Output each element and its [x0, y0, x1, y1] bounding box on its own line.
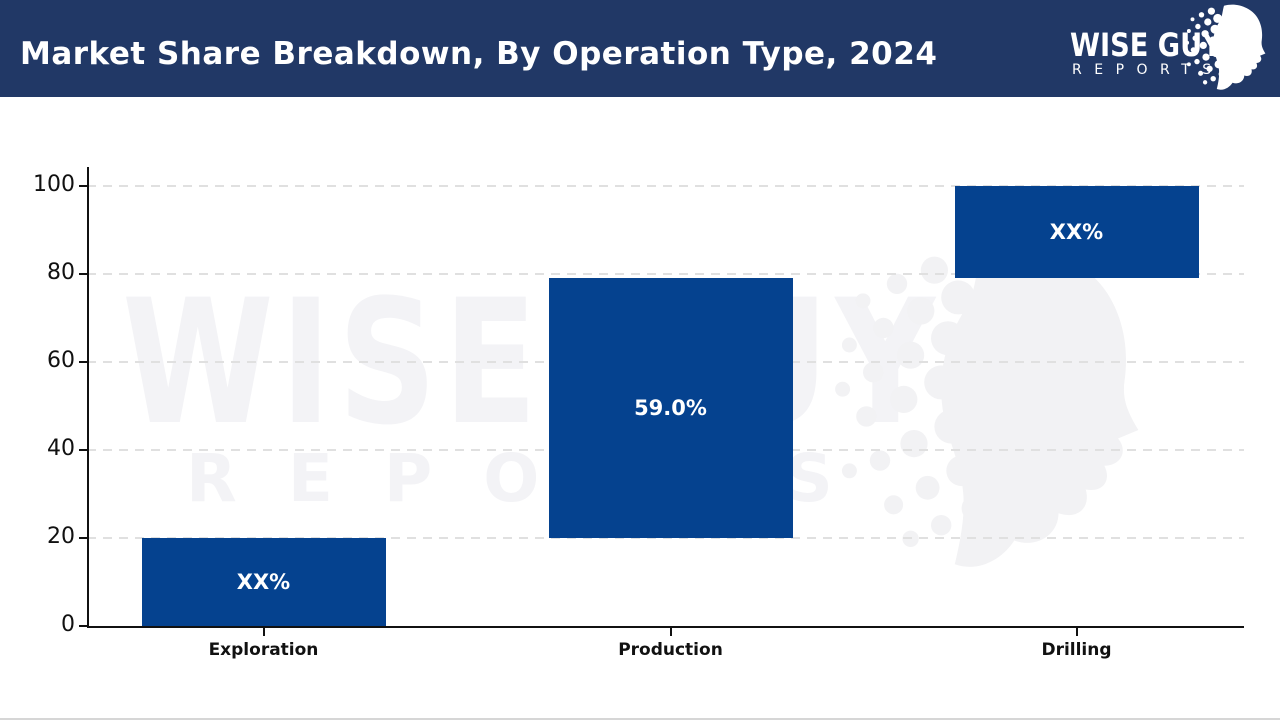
y-tick-mark-60 [79, 361, 87, 363]
x-axis-label-exploration: Exploration [208, 640, 319, 660]
page-title: Market Share Breakdown, By Operation Typ… [20, 36, 938, 72]
x-axis-label-drilling: Drilling [1041, 640, 1112, 660]
y-tick-mark-100 [79, 185, 87, 187]
header-bar: Market Share Breakdown, By Operation Typ… [0, 0, 1280, 97]
y-tick-mark-80 [79, 273, 87, 275]
bar-drilling: XX% [954, 186, 1199, 279]
x-axis-line [87, 626, 1244, 628]
y-tick-mark-0 [79, 625, 87, 627]
x-tick-mark-exploration [262, 628, 265, 636]
y-tick-label-20: 20 [47, 524, 75, 549]
logo-subtext: REPORTS [1072, 62, 1224, 78]
gridline-100 [87, 185, 1244, 187]
gridline-80 [87, 273, 1244, 275]
bottom-border [0, 718, 1280, 720]
y-tick-label-0: 0 [61, 612, 75, 637]
bar-production: 59.0% [548, 278, 793, 538]
x-tick-mark-drilling [1075, 628, 1078, 636]
gridline-20 [87, 537, 1244, 539]
y-tick-label-100: 100 [33, 172, 75, 197]
y-tick-label-60: 60 [47, 348, 75, 373]
logo-face-icon [1178, 4, 1270, 94]
y-tick-mark-20 [79, 537, 87, 539]
bar-exploration: XX% [141, 538, 386, 626]
x-axis-label-production: Production [618, 640, 723, 660]
y-tick-label-40: 40 [47, 436, 75, 461]
logo-wordmark: WISE GUY [1070, 26, 1222, 64]
y-tick-label-80: 80 [47, 260, 75, 285]
bar-value-label: XX% [1049, 220, 1104, 245]
bar-value-label: XX% [236, 570, 291, 594]
y-tick-mark-40 [79, 449, 87, 451]
x-tick-mark-production [669, 628, 672, 636]
bar-value-label: 59.0% [634, 396, 707, 421]
wise-guy-logo: WISE GUY REPORTS [1032, 0, 1272, 97]
y-axis-line [87, 167, 89, 628]
